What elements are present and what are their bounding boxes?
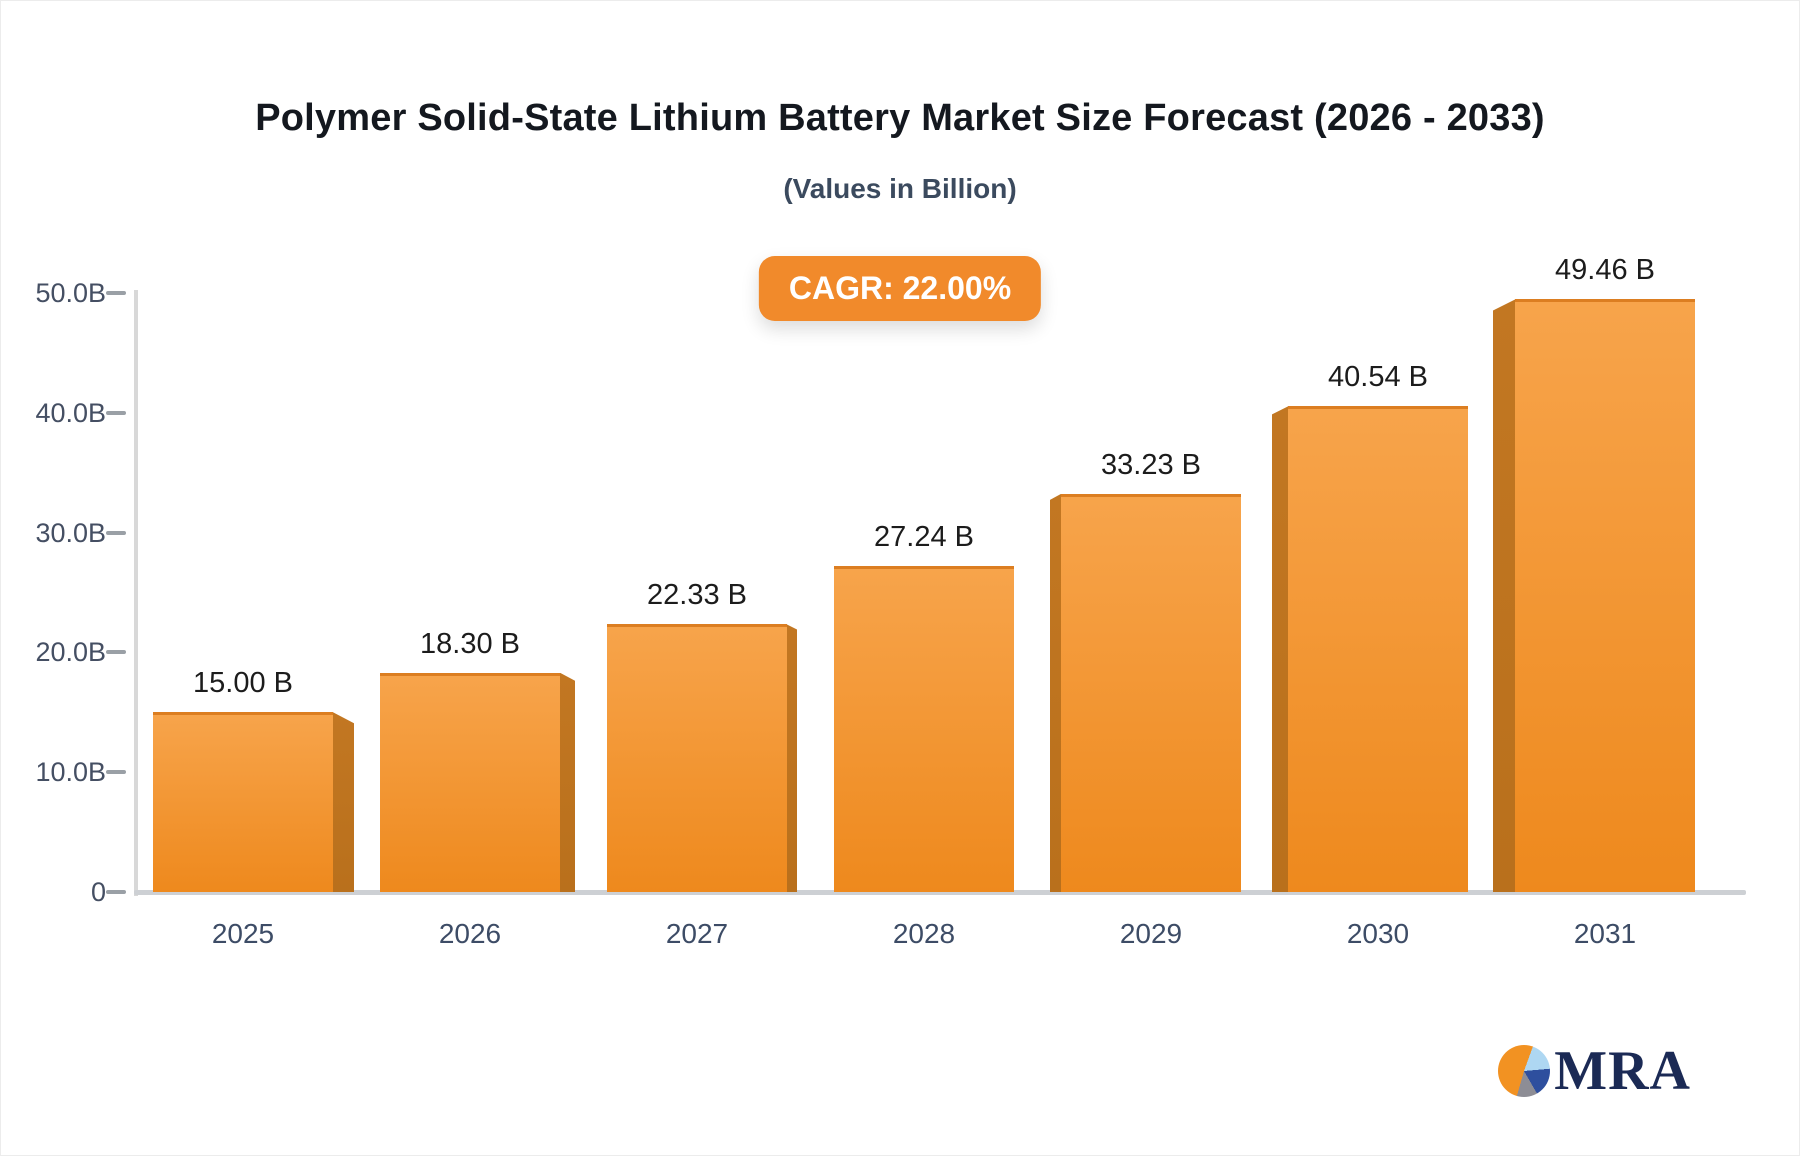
bar-value-label: 33.23 B — [1101, 448, 1201, 481]
y-tick-label: 20.0B — [35, 637, 106, 668]
bar-side-face — [1050, 493, 1061, 892]
bar — [1515, 299, 1695, 892]
bar-value-label: 18.30 B — [420, 627, 520, 660]
y-tick-mark — [106, 770, 126, 775]
y-tick-label: 40.0B — [35, 397, 106, 428]
bar — [153, 712, 333, 892]
x-category-label: 2027 — [665, 918, 729, 949]
bar-side-face — [1493, 299, 1515, 892]
bar — [1288, 406, 1468, 892]
brand-logo-text: MRA — [1554, 1040, 1691, 1102]
y-tick-mark — [106, 650, 126, 655]
bar — [607, 624, 787, 892]
y-tick-mark — [106, 410, 126, 415]
bar-value-label: 22.33 B — [647, 579, 747, 612]
y-tick-label: 50.0B — [35, 278, 106, 308]
bar-side-face — [333, 712, 354, 892]
bar-value-label: 49.46 B — [1555, 254, 1655, 287]
bar — [834, 565, 1014, 892]
x-category-label: 2026 — [438, 918, 502, 949]
x-axis-line — [134, 890, 1746, 895]
y-tick-label: 0 — [90, 877, 106, 907]
y-tick-mark — [106, 530, 126, 535]
y-tick-mark — [106, 890, 126, 894]
bar-value-label: 15.00 B — [193, 667, 293, 700]
bar — [380, 672, 560, 892]
chart-subtitle: (Values in Billion) — [783, 173, 1017, 204]
chart-title: Polymer Solid-State Lithium Battery Mark… — [255, 97, 1545, 139]
brand-logo: MRA — [1498, 1040, 1691, 1102]
y-tick-label: 10.0B — [35, 757, 106, 788]
x-category-label: 2031 — [1573, 918, 1637, 949]
y-axis-line — [134, 290, 138, 896]
bar-side-face — [560, 672, 575, 892]
pie-chart-icon — [1498, 1045, 1551, 1097]
bar — [1061, 493, 1241, 892]
x-category-label: 2030 — [1346, 918, 1410, 949]
cagr-badge: CAGR: 22.00% — [758, 256, 1042, 321]
x-category-label: 2028 — [892, 918, 956, 949]
x-category-label: 2029 — [1119, 918, 1183, 949]
y-tick-mark — [106, 291, 126, 295]
bar-side-face — [787, 624, 797, 892]
bar-value-label: 40.54 B — [1328, 361, 1428, 394]
x-category-label: 2025 — [211, 918, 275, 949]
bar-value-label: 27.24 B — [874, 520, 974, 553]
bar-side-face — [1272, 406, 1288, 892]
y-tick-label: 30.0B — [35, 517, 106, 548]
